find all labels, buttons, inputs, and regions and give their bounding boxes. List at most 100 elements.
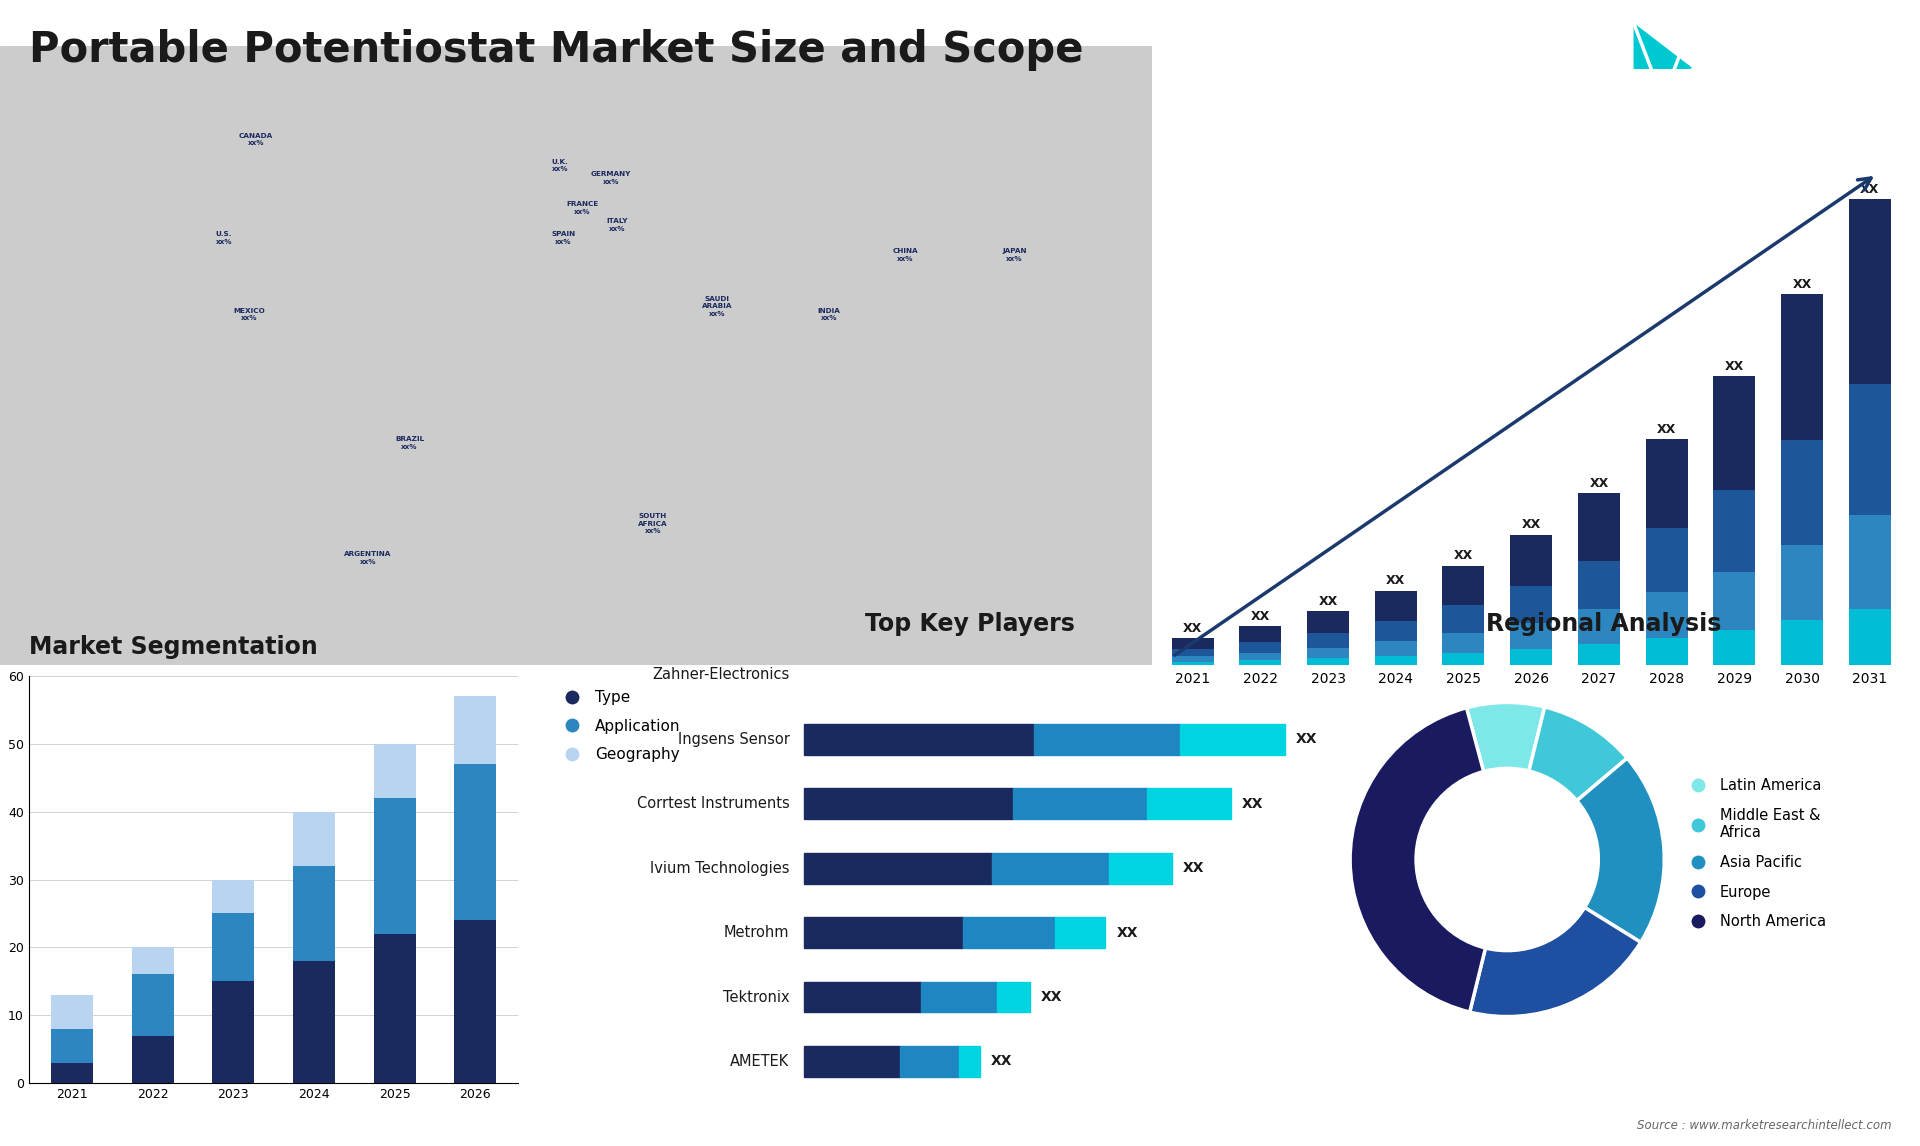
Polygon shape [1634,23,1692,112]
Bar [213,880,253,913]
Bar [1713,630,1755,665]
Legend: Latin America, Middle East &
Africa, Asia Pacific, Europe, North America: Latin America, Middle East & Africa, Asi… [1678,772,1832,935]
Bar [1146,788,1231,819]
Bar [1849,610,1891,665]
Bar [804,788,1014,819]
Text: U.S.
xx%: U.S. xx% [215,231,232,244]
Text: Market Segmentation: Market Segmentation [29,635,317,659]
Text: Tektronix: Tektronix [724,989,789,1005]
Bar [1308,611,1350,633]
Text: SPAIN
xx%: SPAIN xx% [551,231,576,244]
Text: INDIA
xx%: INDIA xx% [818,308,841,322]
Text: XX: XX [1453,549,1473,563]
Bar [1308,647,1350,658]
Bar [455,920,495,1083]
Bar [1782,295,1824,440]
Text: XX: XX [1657,423,1676,435]
Bar [1238,627,1281,642]
Text: XX: XX [991,1054,1012,1068]
Text: XX: XX [1041,990,1062,1004]
Text: MARKET: MARKET [1703,33,1755,44]
Bar [1713,489,1755,572]
Text: XX: XX [1250,610,1269,622]
Text: XX: XX [1183,622,1202,635]
Text: XX: XX [1860,182,1880,196]
Bar [804,724,1035,755]
Bar [1442,633,1484,652]
Bar [374,744,415,799]
Text: MEXICO
xx%: MEXICO xx% [234,308,265,322]
Text: RESEARCH: RESEARCH [1703,63,1770,72]
Wedge shape [1467,702,1546,771]
Text: XX: XX [1116,926,1139,940]
Text: XX: XX [1521,518,1542,531]
Bar [1308,633,1350,647]
Wedge shape [1576,759,1665,942]
Text: Zahner-Electronics: Zahner-Electronics [653,667,789,682]
Bar [1375,657,1417,665]
Bar [132,974,173,1036]
Bar [1578,560,1620,610]
Bar [1511,534,1551,586]
Bar [1171,657,1213,662]
Bar [1849,516,1891,610]
Bar [1238,660,1281,665]
Text: GERMANY
xx%: GERMANY xx% [591,172,632,185]
Bar [1578,610,1620,644]
Text: Regional Analysis: Regional Analysis [1486,612,1720,636]
Text: BRAZIL
xx%: BRAZIL xx% [396,435,424,449]
Bar [804,1046,900,1077]
Text: AMETEK: AMETEK [730,1054,789,1069]
Bar [804,917,964,948]
Bar [1238,642,1281,652]
Text: Top Key Players: Top Key Players [864,612,1075,636]
Bar [52,995,92,1029]
Text: XX: XX [1724,360,1743,372]
Bar [374,934,415,1083]
Bar [1171,649,1213,657]
Text: CANADA
xx%: CANADA xx% [238,133,273,147]
Text: XX: XX [1793,277,1812,291]
Bar [1849,199,1891,384]
Bar [1181,724,1284,755]
Bar [1442,566,1484,605]
Text: SAUDI
ARABIA
xx%: SAUDI ARABIA xx% [701,296,732,316]
Text: ITALY
xx%: ITALY xx% [607,219,628,231]
Bar [1238,652,1281,660]
Bar [294,960,334,1083]
Text: ARGENTINA
xx%: ARGENTINA xx% [344,551,392,565]
Bar [996,981,1029,1013]
Bar [1442,605,1484,633]
Bar [1442,652,1484,665]
Bar [52,1062,92,1083]
Bar [1375,642,1417,657]
Text: INTELLECT: INTELLECT [1703,92,1768,102]
Bar [294,811,334,866]
Bar [1511,622,1551,649]
Text: XX: XX [1590,477,1609,489]
Bar [922,981,996,1013]
Bar [900,1046,958,1077]
Text: Source : www.marketresearchintellect.com: Source : www.marketresearchintellect.com [1636,1120,1891,1132]
Bar [294,866,334,960]
Bar [804,981,922,1013]
Bar [1035,724,1181,755]
Legend: Type, Application, Geography: Type, Application, Geography [551,684,687,769]
Text: Portable Potentiostat Market Size and Scope: Portable Potentiostat Market Size and Sc… [29,29,1083,71]
Bar [1578,494,1620,560]
Bar [1645,637,1688,665]
Bar [1713,572,1755,630]
Wedge shape [1350,708,1486,1012]
Bar [1171,638,1213,649]
Bar [964,917,1056,948]
Bar [1645,439,1688,528]
Bar [993,853,1110,884]
Bar [1056,917,1106,948]
Wedge shape [1469,908,1642,1017]
Bar [1014,788,1146,819]
Bar [455,764,495,920]
Bar [958,1046,979,1077]
Bar [1782,440,1824,545]
Text: CHINA
xx%: CHINA xx% [893,249,918,261]
Bar [804,853,993,884]
